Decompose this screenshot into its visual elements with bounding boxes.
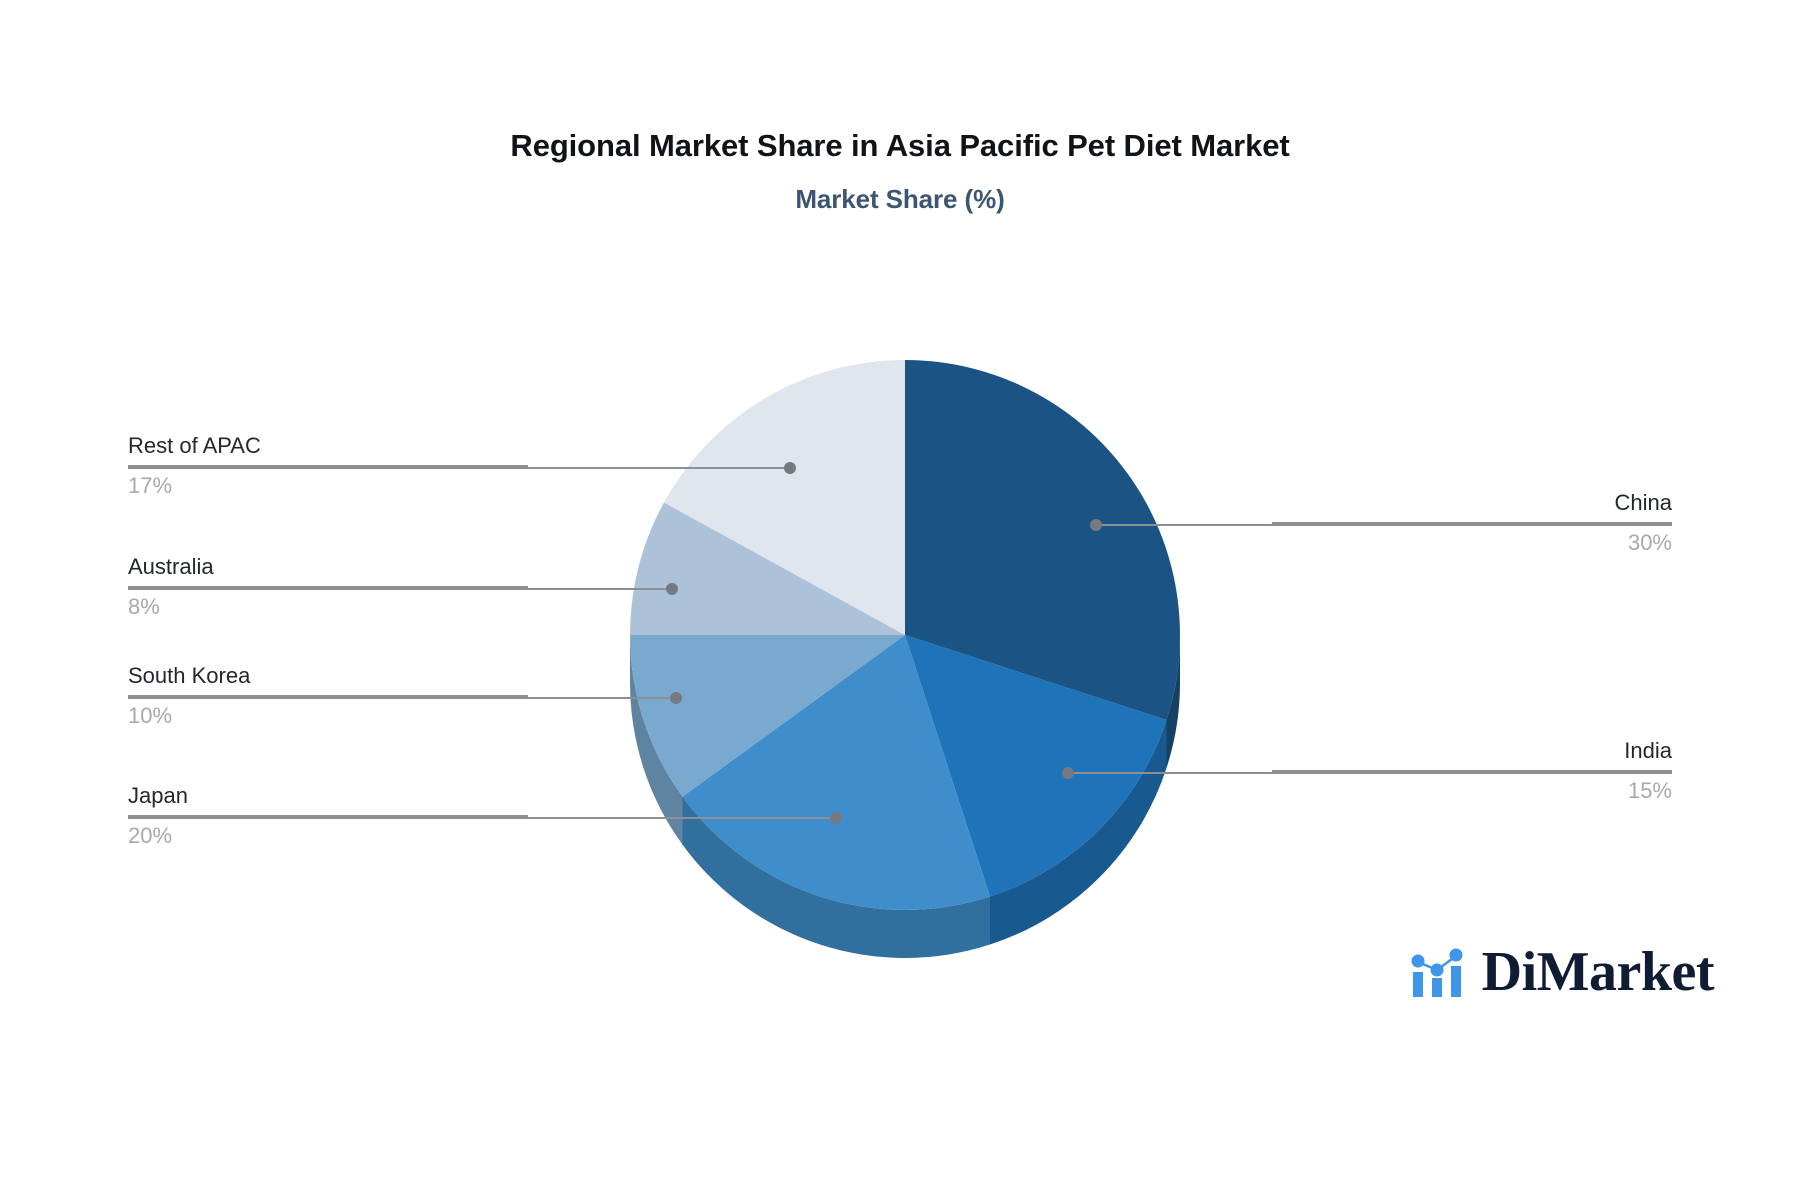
leader-dots bbox=[666, 462, 1102, 824]
callout-rule-china bbox=[1272, 521, 1672, 524]
callout-label-india: India bbox=[1624, 738, 1672, 763]
pie-slice-australia[interactable] bbox=[630, 502, 905, 636]
callout-label-south-korea: South Korea bbox=[128, 663, 251, 688]
page-title: Regional Market Share in Asia Pacific Pe… bbox=[510, 128, 1290, 163]
callout-south-korea[interactable]: South Korea 10% bbox=[128, 662, 528, 730]
pie-depth bbox=[630, 635, 1180, 958]
callout-japan[interactable]: Japan 20% bbox=[128, 782, 528, 850]
leader-dot-china bbox=[1090, 519, 1102, 531]
brand-name: DiMarket bbox=[1481, 941, 1715, 1003]
callout-rest-of-apac[interactable]: Rest of APAC 17% bbox=[128, 432, 528, 500]
callout-rule-rest-of-apac bbox=[128, 464, 528, 467]
callout-rule-india bbox=[1272, 769, 1672, 772]
callout-rule-japan bbox=[128, 814, 528, 817]
callout-value-china: 30% bbox=[1627, 529, 1672, 555]
callout-value-south-korea: 10% bbox=[128, 702, 173, 728]
callout-value-india: 15% bbox=[1627, 777, 1672, 803]
callout-china[interactable]: China 30% bbox=[1272, 489, 1672, 557]
pie-slice-india[interactable] bbox=[905, 635, 1167, 897]
pie-slice-south-korea[interactable] bbox=[630, 635, 905, 797]
pie-slice-japan[interactable] bbox=[682, 635, 991, 910]
callout-label-japan: Japan bbox=[128, 783, 188, 808]
leader-dot-south-korea bbox=[670, 692, 682, 704]
callout-value-japan: 20% bbox=[128, 822, 173, 848]
pie-slice-china[interactable] bbox=[905, 360, 1180, 720]
title-block: Regional Market Share in Asia Pacific Pe… bbox=[0, 128, 1800, 215]
callout-label-rest-of-apac: Rest of APAC bbox=[128, 433, 261, 458]
pie-depth-japan bbox=[682, 796, 990, 958]
callout-rule-australia bbox=[128, 585, 528, 588]
callout-label-china: China bbox=[1614, 490, 1672, 515]
bar-chart-icon bbox=[1411, 948, 1463, 997]
callout-value-rest-of-apac: 17% bbox=[128, 472, 173, 498]
leader-dot-australia bbox=[666, 583, 678, 595]
pie-depth-south-korea bbox=[630, 635, 683, 845]
leader-dot-rest-of-apac bbox=[784, 462, 796, 474]
chart-subtitle: Market Share (%) bbox=[795, 183, 1005, 214]
callout-rule-south-korea bbox=[128, 694, 528, 697]
pie-depth-china bbox=[1166, 635, 1180, 768]
leader-dot-india bbox=[1062, 767, 1074, 779]
pie-slices bbox=[630, 360, 1180, 910]
callout-australia[interactable]: Australia 8% bbox=[128, 553, 528, 621]
callout-label-australia: Australia bbox=[128, 554, 214, 579]
callout-value-australia: 8% bbox=[128, 593, 160, 619]
callout-india[interactable]: India 15% bbox=[1272, 737, 1672, 805]
leader-dot-japan bbox=[830, 812, 842, 824]
pie-depth-india bbox=[990, 720, 1167, 945]
brand-logo: DiMarket bbox=[1410, 941, 1715, 1003]
pie-slice-rest-of-apac[interactable] bbox=[664, 360, 905, 635]
